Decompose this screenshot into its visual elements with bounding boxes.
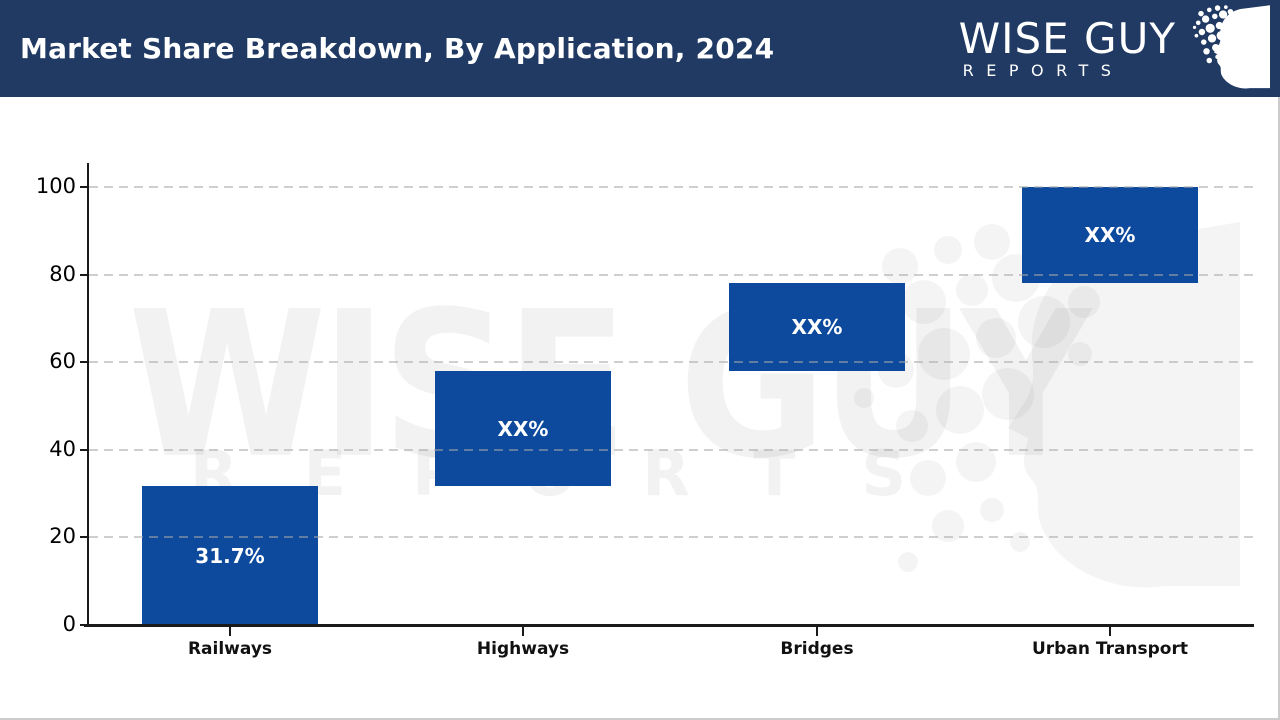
y-axis-line: [87, 163, 89, 624]
gridline-40: [89, 448, 1259, 451]
bar-highways: XX%: [435, 370, 611, 487]
chart-area: WISE GUY REPORTS 02040608010031.7%Railwa…: [0, 97, 1280, 720]
gridline-60: [89, 361, 1259, 364]
gridline-100: [89, 186, 1259, 188]
y-tick-60: [80, 361, 88, 364]
page-title: Market Share Breakdown, By Application, …: [20, 32, 775, 65]
gridline-80: [89, 273, 1259, 276]
x-category-label: Bridges: [780, 639, 854, 659]
y-tick-label-60: 60: [49, 349, 76, 374]
bar-value-label: XX%: [1084, 223, 1136, 248]
y-tick-label-100: 100: [35, 174, 76, 198]
y-tick-label-20: 20: [49, 524, 76, 549]
bar-bridges: XX%: [729, 283, 905, 371]
page-border-right: [1278, 97, 1280, 720]
logo: WISE GUY REPORTS: [959, 4, 1270, 93]
logo-wordmark: WISE GUY: [958, 14, 1176, 63]
y-tick-20: [80, 536, 88, 539]
bar-railways: 31.7%: [142, 486, 318, 625]
x-category-label: Highways: [476, 639, 570, 659]
x-axis-line: [84, 624, 1254, 627]
page-border-bottom: [0, 718, 1280, 720]
y-tick-80: [80, 273, 88, 276]
gridline-20: [89, 536, 1259, 539]
y-tick-100: [80, 186, 88, 188]
x-tick-0: [229, 627, 231, 636]
y-tick-40: [80, 448, 88, 451]
x-category-label: Urban Transport: [1031, 639, 1188, 659]
y-tick-label-0: 0: [62, 612, 76, 636]
logo-subtitle: REPORTS: [962, 61, 1124, 80]
bar-value-label: XX%: [497, 416, 549, 441]
y-tick-0: [80, 624, 88, 626]
wise-guy-face-icon: [1192, 4, 1270, 88]
x-category-label: Railways: [187, 639, 273, 659]
bar-value-label: XX%: [791, 315, 843, 340]
y-tick-label-40: 40: [49, 436, 76, 461]
bar-urban-transport: XX%: [1022, 187, 1198, 284]
y-tick-label-80: 80: [49, 261, 76, 286]
bar-value-label: 31.7%: [195, 543, 265, 568]
x-tick-2: [816, 627, 818, 636]
x-tick-3: [1109, 627, 1111, 636]
logo-text: WISE GUY REPORTS: [959, 18, 1176, 79]
header-bar: Market Share Breakdown, By Application, …: [0, 0, 1280, 97]
x-tick-1: [522, 627, 524, 636]
